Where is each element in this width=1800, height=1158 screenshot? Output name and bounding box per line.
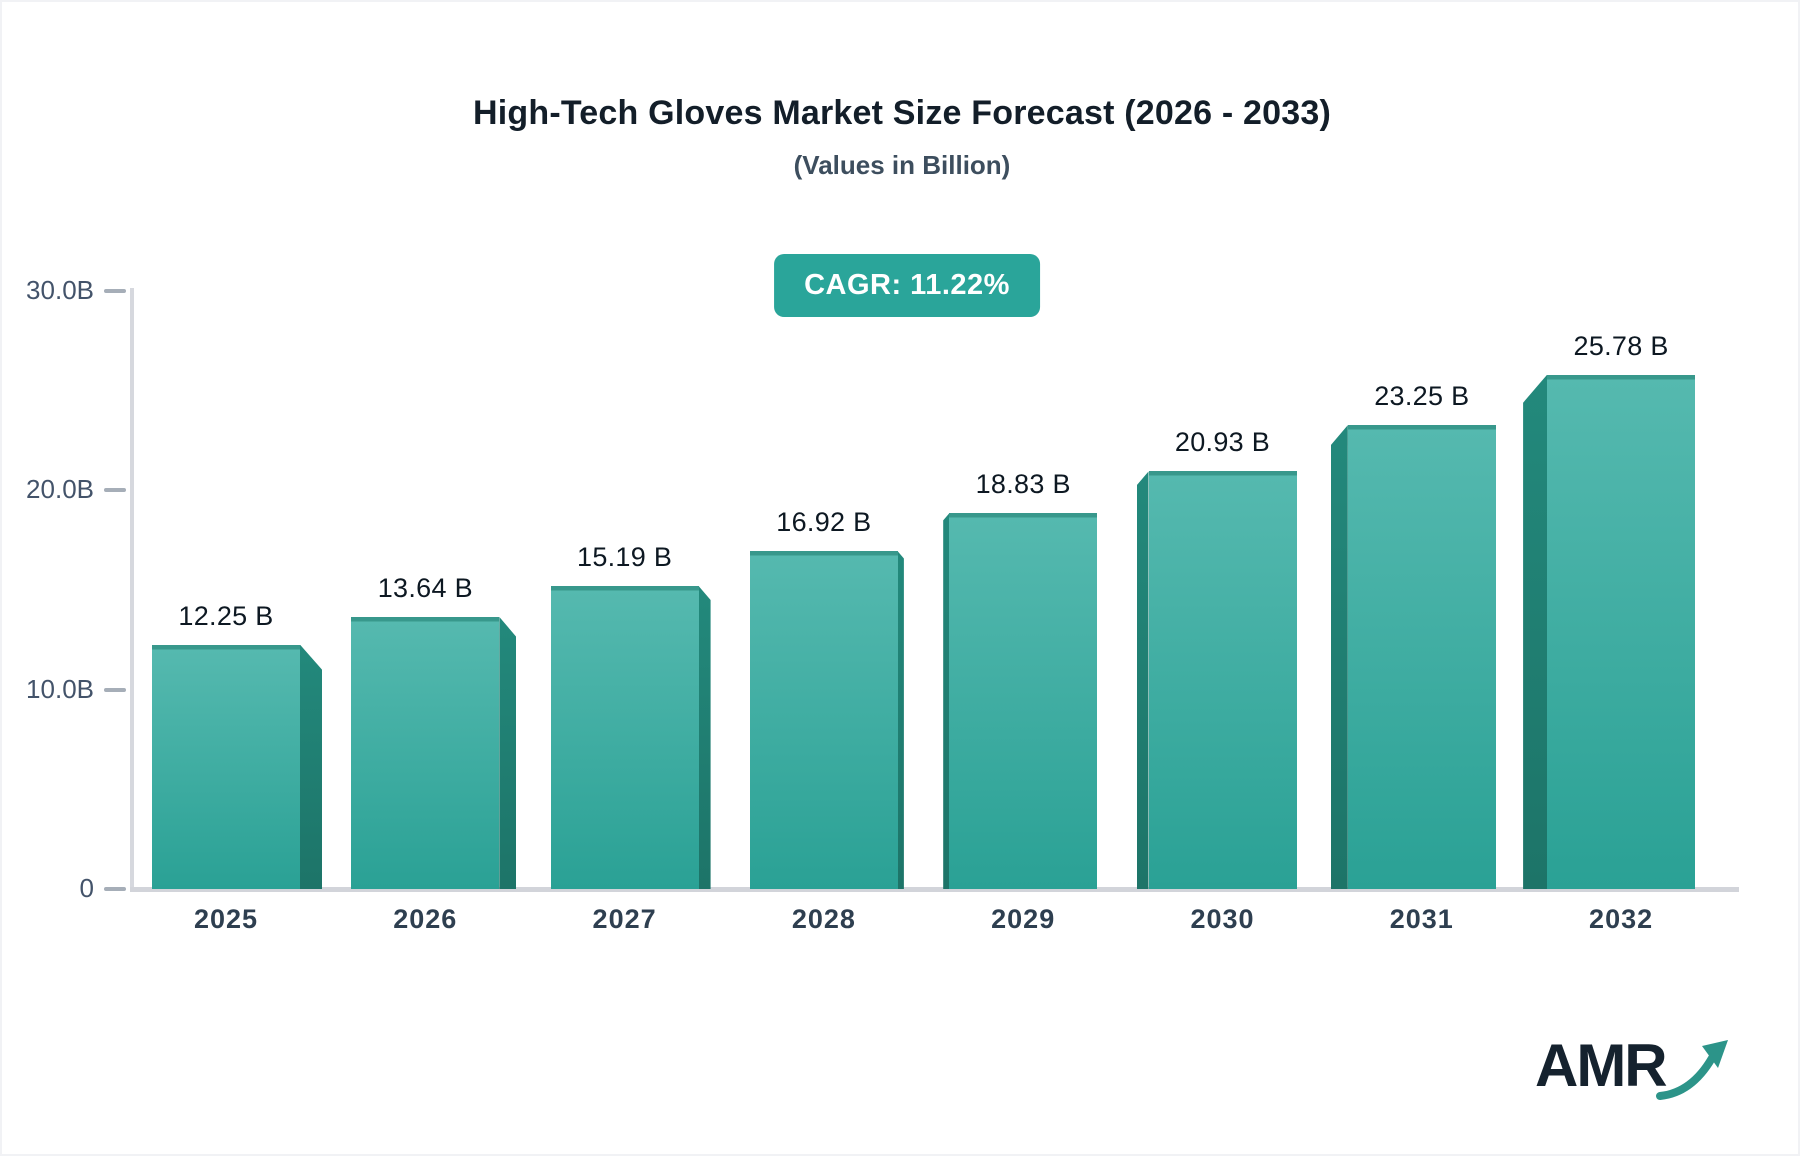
bar-2029 — [949, 513, 1098, 889]
bar-value-label: 16.92 B — [776, 507, 872, 538]
y-tick-dash — [104, 687, 126, 692]
x-axis-label-2032: 2032 — [1589, 904, 1654, 934]
bar-2032 — [1547, 374, 1696, 889]
y-tick-label: 0 — [79, 873, 94, 903]
bar-value-label: 12.25 B — [178, 600, 274, 631]
x-axis-label-2026: 2026 — [393, 904, 458, 934]
bar-value-label: 18.83 B — [975, 469, 1071, 500]
bar-2026 — [351, 616, 500, 889]
x-axis-label-2025: 2025 — [193, 904, 259, 934]
x-axis-label-2027: 2027 — [592, 904, 657, 934]
bar-3d-side — [1523, 374, 1548, 889]
bar-3d-side — [1330, 425, 1348, 889]
x-axis-label-2030: 2030 — [1190, 904, 1255, 934]
bar-2028 — [749, 551, 898, 889]
y-tick-dash — [104, 288, 126, 293]
bar-3d-side — [499, 616, 517, 889]
x-axis-line — [130, 887, 1739, 892]
bar-3d-side — [300, 644, 322, 889]
x-axis-label-2028: 2028 — [791, 904, 856, 934]
y-tick-label: 20.0B — [26, 474, 94, 504]
bar-2025 — [152, 644, 300, 889]
y-tick-label: 10.0B — [26, 673, 94, 704]
bar-3d-side — [698, 585, 711, 889]
chart-title: High-Tech Gloves Market Size Forecast (2… — [472, 94, 1331, 132]
bar-3d-side — [943, 513, 950, 889]
x-axis-label-2029: 2029 — [991, 904, 1056, 934]
bar-value-label: 13.64 B — [377, 572, 473, 603]
bar-2027 — [550, 585, 699, 889]
chart-subtitle: (Values in Billion) — [793, 150, 1011, 180]
amr-logo-text: AMR — [1535, 1032, 1668, 1099]
bar-3d-side — [1136, 471, 1149, 889]
bar-value-label: 25.78 B — [1573, 330, 1669, 361]
y-tick-dash — [104, 887, 126, 891]
growth-arrow-icon — [1655, 1038, 1730, 1109]
y-tick-label: 30.0B — [26, 274, 94, 305]
bar-value-label: 15.19 B — [577, 541, 673, 572]
y-tick-dash — [104, 488, 126, 492]
bar-value-label: 23.25 B — [1374, 381, 1470, 412]
bar-2030 — [1148, 471, 1297, 889]
y-axis-line — [130, 288, 134, 890]
cagr-badge: CAGR: 11.22% — [774, 254, 1040, 317]
bar-3d-side — [897, 551, 904, 889]
bar-2031 — [1347, 425, 1496, 889]
x-axis-label-2031: 2031 — [1389, 904, 1454, 934]
bar-value-label: 20.93 B — [1174, 427, 1271, 458]
amr-logo: AMR — [1535, 1036, 1730, 1109]
